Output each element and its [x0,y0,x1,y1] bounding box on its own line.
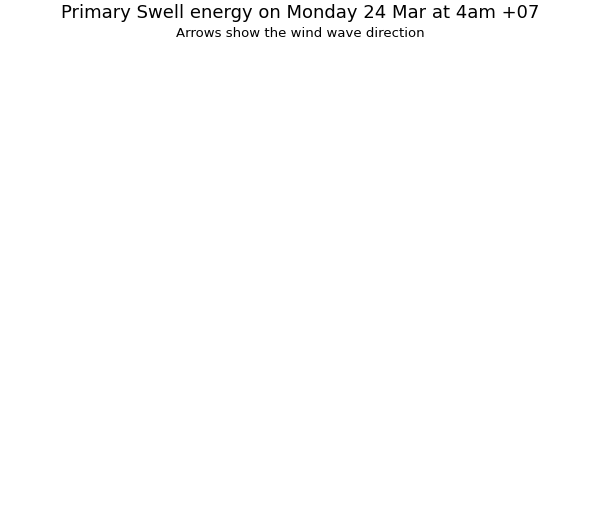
Text: cartopy not available: cartopy not available [227,272,374,286]
Text: Primary Swell energy on Monday 24 Mar at 4am +07: Primary Swell energy on Monday 24 Mar at… [61,4,540,22]
Text: Arrows show the wind wave direction: Arrows show the wind wave direction [176,27,425,39]
